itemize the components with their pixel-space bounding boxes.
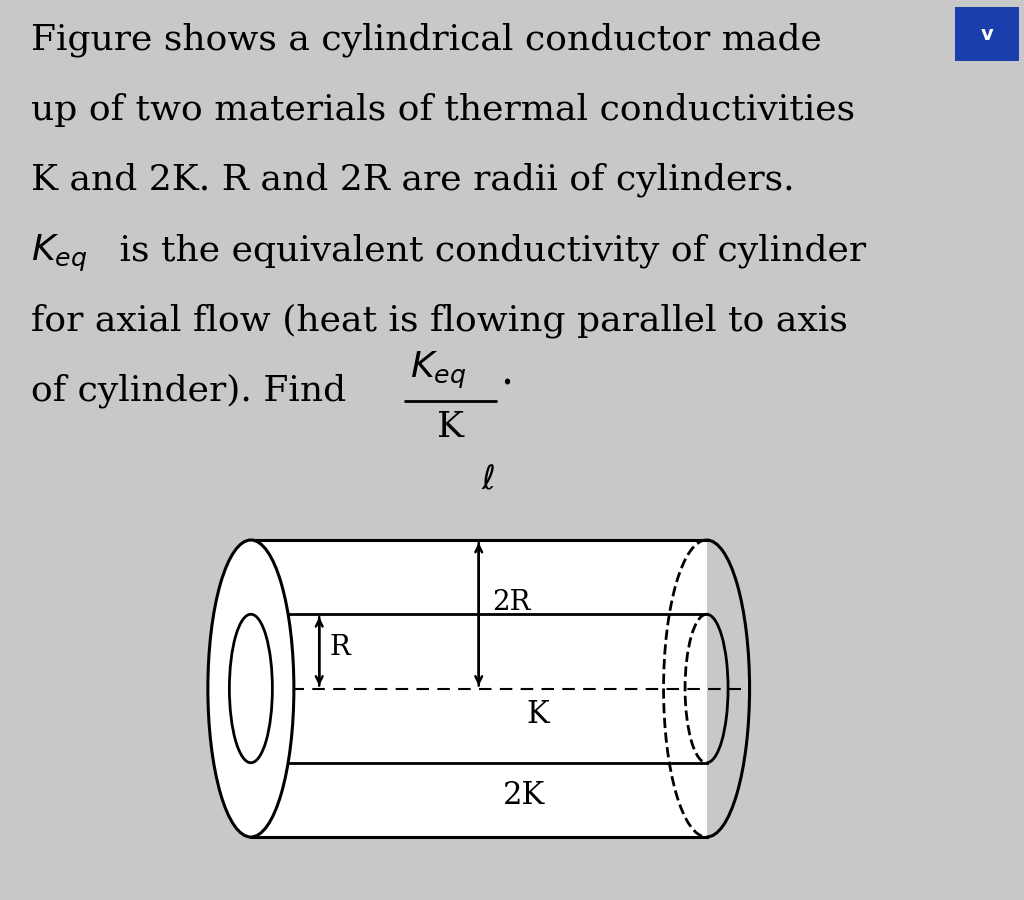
Text: of cylinder). Find: of cylinder). Find <box>31 374 357 408</box>
Text: $K_{eq}$: $K_{eq}$ <box>410 349 466 391</box>
Text: $\ell$: $\ell$ <box>480 464 495 497</box>
Text: K: K <box>437 410 464 445</box>
Text: Figure shows a cylindrical conductor made: Figure shows a cylindrical conductor mad… <box>31 22 821 57</box>
Text: 2K: 2K <box>503 780 546 811</box>
Text: is the equivalent conductivity of cylinder: is the equivalent conductivity of cylind… <box>108 233 865 267</box>
Text: .: . <box>500 351 513 393</box>
Text: up of two materials of thermal conductivities: up of two materials of thermal conductiv… <box>31 93 855 127</box>
Text: K and 2K. R and 2R are radii of cylinders.: K and 2K. R and 2R are radii of cylinder… <box>31 163 795 197</box>
Text: 2R: 2R <box>493 589 530 616</box>
Ellipse shape <box>229 614 272 763</box>
FancyBboxPatch shape <box>955 7 1019 61</box>
Text: K: K <box>526 699 549 730</box>
Text: $K_{eq}$: $K_{eq}$ <box>31 233 87 274</box>
Text: for axial flow (heat is flowing parallel to axis: for axial flow (heat is flowing parallel… <box>31 303 848 338</box>
Text: v: v <box>981 24 993 44</box>
Ellipse shape <box>208 540 294 837</box>
Bar <box>251 540 707 837</box>
Text: R: R <box>330 634 350 662</box>
